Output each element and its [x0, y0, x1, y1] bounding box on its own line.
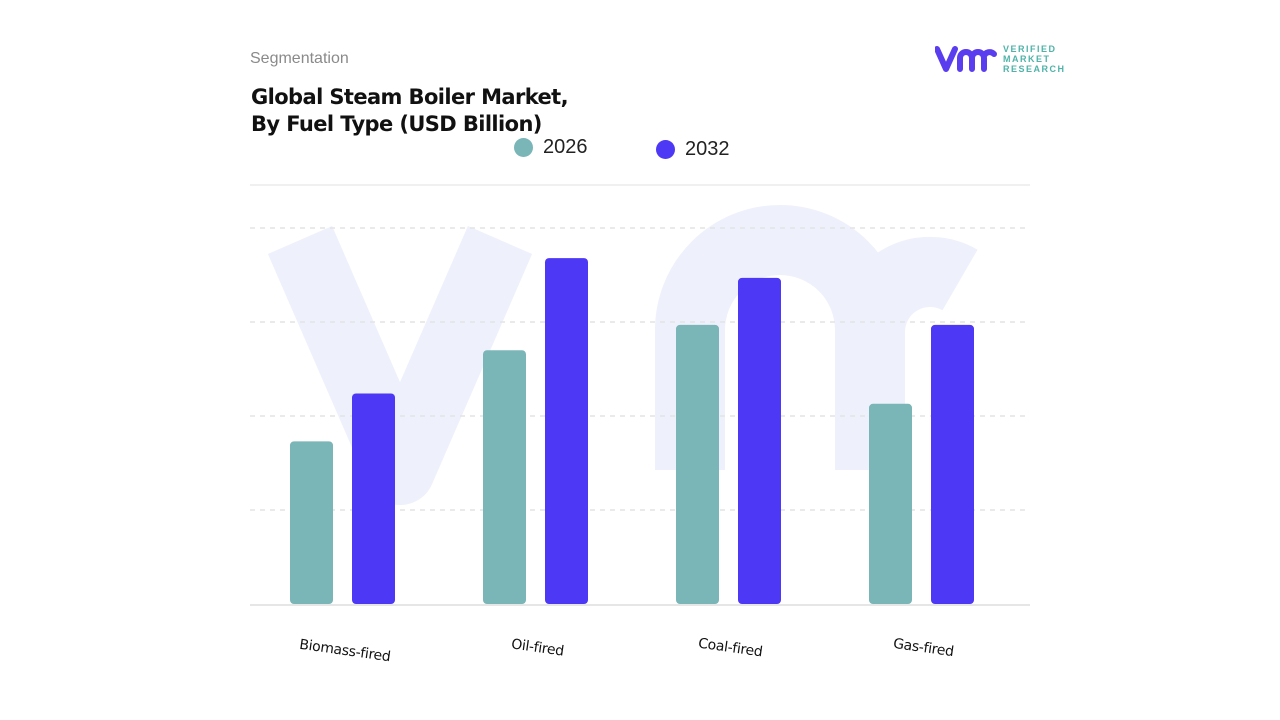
chart-title: Global Steam Boiler Market, By Fuel Type…: [251, 84, 569, 138]
bar-biomass-fired-2026: [290, 441, 333, 604]
bar-gas-fired-2032: [931, 324, 974, 604]
bar-oil-fired-2032: [545, 258, 588, 604]
bar-biomass-fired-2032: [352, 393, 395, 604]
legend-label-2026: 2026: [543, 136, 588, 158]
logo-line-2: MARKET: [1003, 54, 1051, 64]
title-line-1: Global Steam Boiler Market,: [251, 85, 569, 109]
title-line-2: By Fuel Type (USD Billion): [251, 112, 542, 136]
legend-item-2026: 2026: [514, 136, 588, 159]
logo-line-3: RESEARCH: [1003, 64, 1066, 74]
segment-label: Segmentation: [250, 50, 349, 67]
logo-line-1: VERIFIED: [1003, 44, 1057, 54]
vmr-logo-mark-icon: [935, 46, 997, 72]
legend-swatch-2026: [514, 138, 533, 157]
vmr-logo: VERIFIED MARKET RESEARCH: [935, 44, 1066, 74]
bar-oil-fired-2026: [483, 350, 526, 604]
legend-swatch-2032: [656, 140, 675, 159]
bar-gas-fired-2026: [869, 403, 912, 604]
bar-coal-fired-2032: [738, 277, 781, 604]
legend-item-2032: 2032: [656, 138, 730, 161]
legend-label-2032: 2032: [685, 138, 730, 160]
bar-coal-fired-2026: [676, 324, 719, 604]
watermark-logo: [267, 205, 978, 505]
